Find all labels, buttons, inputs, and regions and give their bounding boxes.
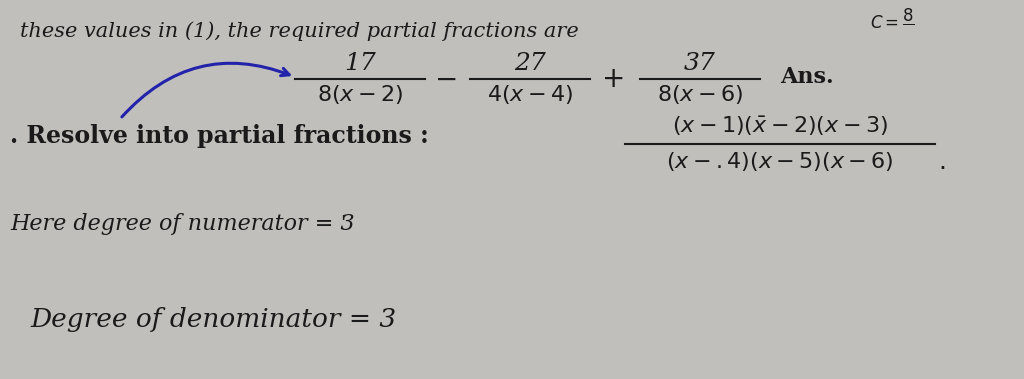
Text: $(x-1)(\bar{x}-2)(x-3)$: $(x-1)(\bar{x}-2)(x-3)$ — [672, 114, 888, 138]
Text: 27: 27 — [514, 52, 546, 75]
Text: 37: 37 — [684, 52, 716, 75]
Text: $-$: $-$ — [434, 65, 456, 93]
Text: $(x-.4)(x-5)(x-6)$: $(x-.4)(x-5)(x-6)$ — [667, 150, 894, 173]
Text: $4(x-4)$: $4(x-4)$ — [486, 83, 573, 106]
Text: $8(x-2)$: $8(x-2)$ — [316, 83, 403, 106]
Text: . Resolve into partial fractions :: . Resolve into partial fractions : — [10, 124, 429, 148]
Text: these values in (1), the required partial fractions are: these values in (1), the required partia… — [20, 21, 579, 41]
FancyArrowPatch shape — [122, 63, 289, 117]
Text: Here degree of numerator = 3: Here degree of numerator = 3 — [10, 213, 354, 235]
Text: $C = \dfrac{8}{\ }$: $C = \dfrac{8}{\ }$ — [870, 9, 914, 33]
Text: 17: 17 — [344, 52, 376, 75]
Text: ': ' — [340, 215, 345, 233]
Text: $8(x-6)$: $8(x-6)$ — [657, 83, 743, 106]
Text: .: . — [938, 150, 946, 174]
Text: Ans.: Ans. — [780, 66, 834, 88]
Text: $+$: $+$ — [601, 65, 624, 93]
Text: Degree of denominator = 3: Degree of denominator = 3 — [30, 307, 396, 332]
